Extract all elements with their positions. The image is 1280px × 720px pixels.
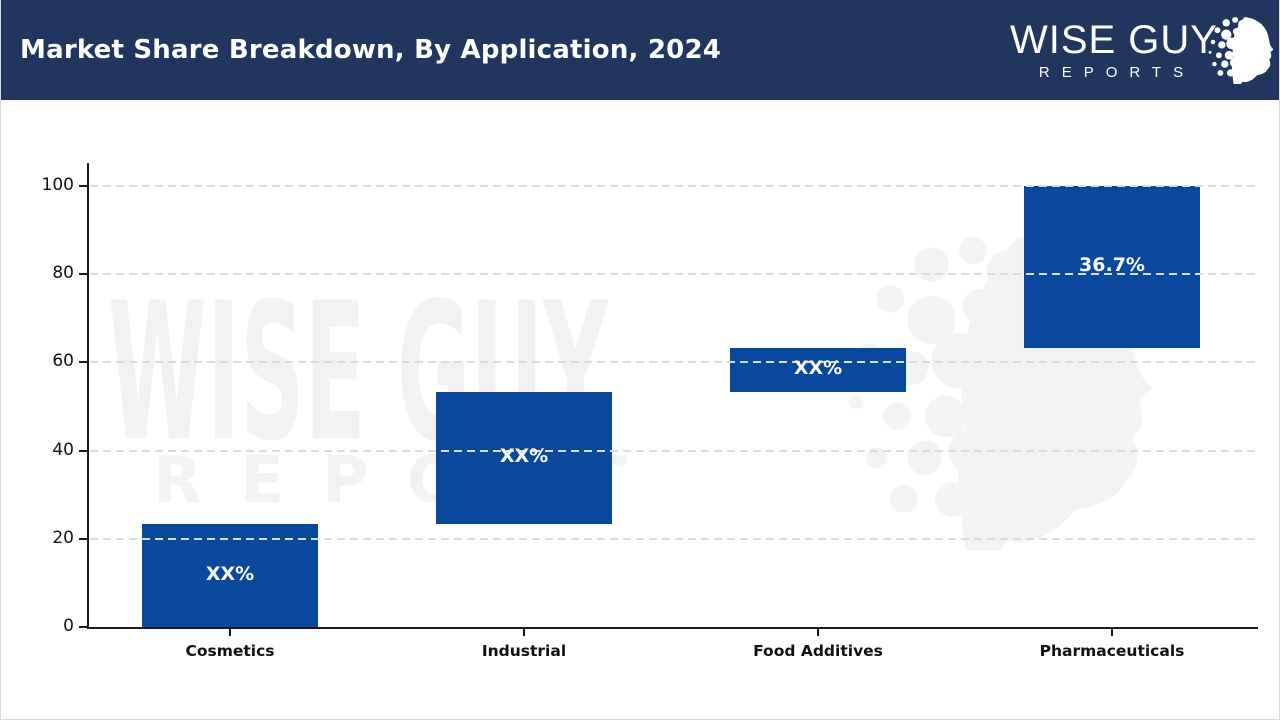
logo-head-icon xyxy=(1204,14,1278,84)
y-axis-tick xyxy=(79,626,87,628)
gridline xyxy=(90,537,1258,540)
x-axis-label-food-additives: Food Additives xyxy=(753,642,883,660)
y-axis-tick xyxy=(79,185,87,187)
logo-text: WISE GUY REPORTS xyxy=(1010,20,1218,80)
y-axis-tick xyxy=(79,537,87,540)
gridline xyxy=(90,185,1258,187)
y-axis-tick xyxy=(79,449,87,452)
bar-value-label-industrial: XX% xyxy=(499,445,549,468)
y-axis-tick xyxy=(79,273,87,276)
x-axis-tick xyxy=(817,629,819,636)
x-axis-label-industrial: Industrial xyxy=(481,642,567,660)
gridline xyxy=(90,361,1258,364)
x-axis-label-pharmaceuticals: Pharmaceuticals xyxy=(1039,642,1185,660)
y-axis-tick-label: 0 xyxy=(63,616,74,636)
gridline xyxy=(90,273,1258,276)
y-axis-tick-label: 20 xyxy=(52,527,74,548)
x-axis-line xyxy=(87,627,1258,629)
logo-wordmark: WISE GUY xyxy=(1009,18,1218,62)
x-axis-tick xyxy=(523,629,525,636)
bar-cosmetics xyxy=(142,524,318,627)
bar-value-label-food-additives: XX% xyxy=(793,356,843,379)
logo-subtitle: REPORTS xyxy=(1038,64,1196,81)
bar-value-label-pharmaceuticals: 36.7% xyxy=(1079,253,1145,276)
y-axis-tick xyxy=(79,361,87,364)
y-axis-tick-label: 60 xyxy=(52,351,74,372)
x-axis-tick xyxy=(229,629,231,636)
y-axis-tick-label: 80 xyxy=(52,263,74,284)
chart-area: WISE GUY REPORTS 020406080100CosmeticsIn… xyxy=(0,100,1280,720)
y-axis-line xyxy=(87,163,89,629)
bar-value-label-cosmetics: XX% xyxy=(205,562,255,585)
gridline xyxy=(90,449,1258,452)
wise-guy-logo: WISE GUY REPORTS xyxy=(1010,16,1278,84)
x-axis-tick xyxy=(1111,629,1113,636)
chart-title: Market Share Breakdown, By Application, … xyxy=(20,35,722,65)
x-axis-label-cosmetics: Cosmetics xyxy=(185,642,275,660)
bar-industrial xyxy=(436,391,612,525)
y-axis-tick-label: 40 xyxy=(52,439,74,460)
header: Market Share Breakdown, By Application, … xyxy=(0,0,1280,100)
y-axis-tick-label: 100 xyxy=(41,175,74,195)
